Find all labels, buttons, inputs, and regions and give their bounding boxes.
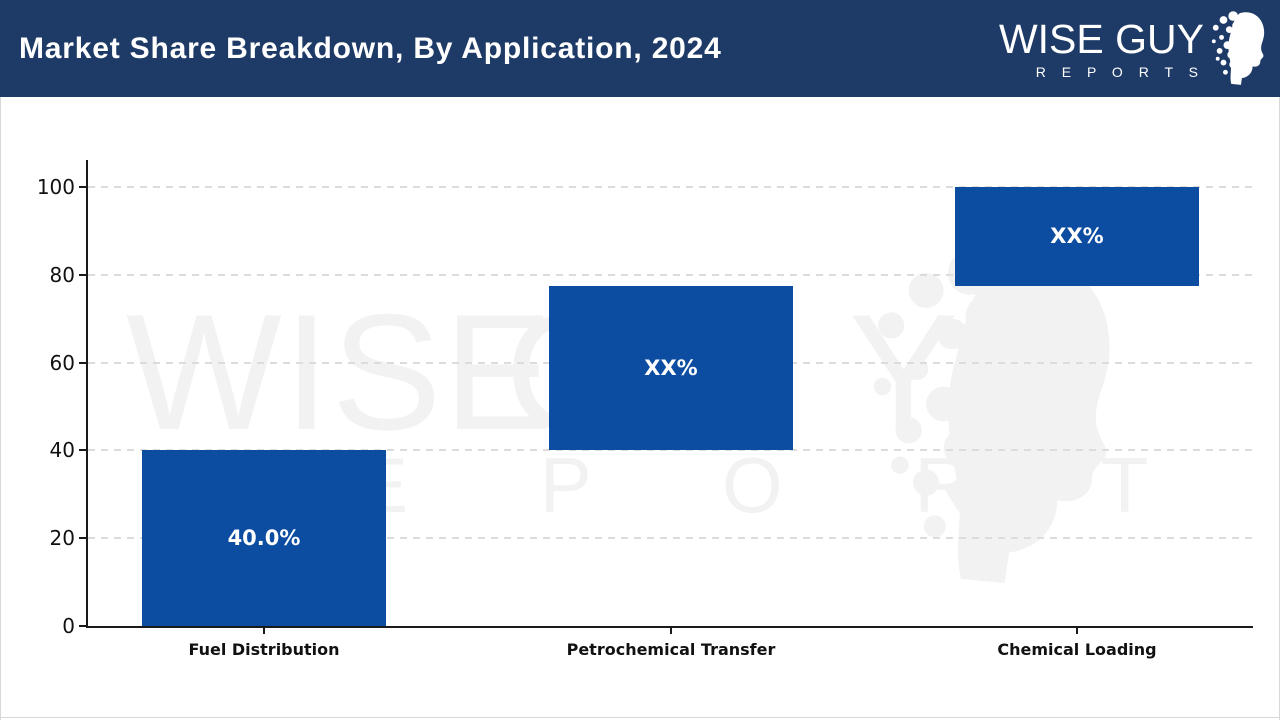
y-tick-label-40: 40 <box>49 438 75 463</box>
y-tick-label-100: 100 <box>36 175 75 199</box>
x-tick <box>670 628 672 634</box>
y-tick-label-60: 60 <box>49 350 75 375</box>
bar-segment: XX% <box>955 187 1199 286</box>
bar-segment: XX% <box>549 285 793 451</box>
bar-value-label: XX% <box>1050 224 1104 249</box>
x-category-label: Fuel Distribution <box>188 640 340 659</box>
x-category-label: Petrochemical Transfer <box>566 640 776 659</box>
y-axis-spine <box>86 160 88 628</box>
gridline-40 <box>88 449 1253 452</box>
logo-subtitle: R E P O R T S <box>1035 63 1204 80</box>
header-bar: Market Share Breakdown, By Application, … <box>0 0 1280 97</box>
x-axis-spine <box>86 626 1253 628</box>
y-tick-60 <box>79 361 86 364</box>
bar-segment: 40.0% <box>142 450 386 626</box>
y-tick-label-80: 80 <box>49 262 75 287</box>
y-tick-label-0: 0 <box>62 614 75 638</box>
bar-value-label: XX% <box>644 356 698 381</box>
y-tick-40 <box>79 449 86 452</box>
y-tick-100 <box>79 186 86 188</box>
bar-value-label: 40.0% <box>227 526 301 551</box>
logo-text: WISE GUY R E P O R T S <box>998 16 1204 80</box>
y-tick-20 <box>79 537 86 540</box>
gridline-20 <box>88 537 1253 540</box>
y-tick-80 <box>79 273 86 276</box>
brand-logo: WISE GUY R E P O R T S <box>999 6 1270 92</box>
logo-head-icon <box>1211 11 1265 85</box>
watermark-text-wise: WISE <box>126 280 556 464</box>
x-category-label: Chemical Loading <box>997 640 1157 659</box>
x-tick <box>263 628 265 634</box>
y-tick-label-20: 20 <box>49 526 75 551</box>
gridline-100 <box>88 186 1253 188</box>
page-title: Market Share Breakdown, By Application, … <box>19 31 722 65</box>
x-tick <box>1076 628 1078 634</box>
frame-bottom-line <box>0 717 1280 718</box>
logo-wordmark: WISE GUY <box>998 16 1204 63</box>
gridline-80 <box>88 273 1253 276</box>
y-tick-0 <box>79 625 86 627</box>
